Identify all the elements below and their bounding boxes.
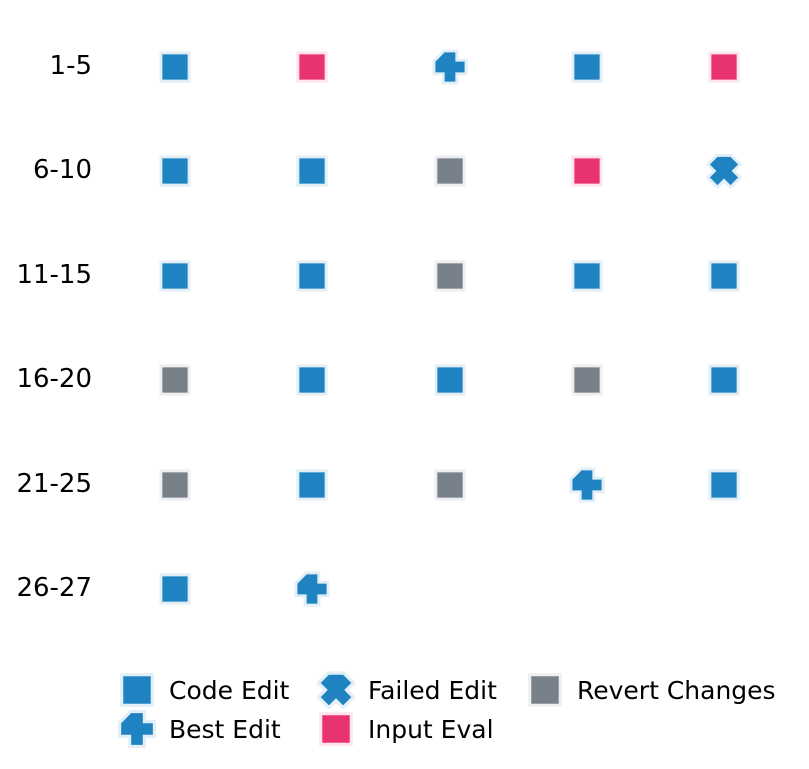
code-edit-marker-icon (708, 469, 740, 501)
code-edit-marker-icon (708, 260, 740, 292)
code-edit-marker-icon (708, 364, 740, 396)
legend-label: Code Edit (169, 675, 290, 705)
marker-cell (295, 258, 330, 293)
input-eval-marker-icon (319, 712, 353, 746)
input-eval-marker-icon (296, 51, 328, 83)
marker-cell (707, 258, 742, 293)
marker-cell (295, 50, 330, 85)
marker-cell (706, 154, 742, 189)
code-edit-marker-icon (159, 51, 191, 83)
marker-cell (707, 50, 742, 85)
row-label: 26-27 (16, 573, 92, 604)
marker-cell (432, 363, 467, 398)
failed-edit-marker-icon (706, 154, 742, 189)
legend-item: Best Edit (118, 710, 281, 748)
revert-changes-marker-icon (433, 469, 466, 501)
best-edit-marker-icon (118, 710, 156, 748)
marker-cell (158, 572, 193, 607)
marker-cell (432, 258, 467, 293)
marker-cell (707, 467, 742, 502)
input-eval-marker-icon (708, 51, 740, 83)
best-edit-marker-icon (569, 467, 605, 503)
code-edit-marker-icon (571, 51, 603, 83)
marker-cell (158, 154, 193, 189)
marker-cell (569, 154, 604, 189)
revert-changes-marker-icon (571, 364, 603, 396)
marker-cell (295, 154, 330, 189)
row-label: 21-25 (16, 468, 92, 499)
code-edit-marker-icon (433, 364, 466, 396)
marker-cell (158, 467, 193, 502)
marker-cell (158, 363, 193, 398)
legend-label: Best Edit (169, 714, 281, 744)
marker-cell (294, 571, 330, 607)
code-edit-marker-icon (296, 260, 328, 292)
best-edit-marker-icon (432, 49, 467, 85)
code-edit-marker-icon (571, 260, 603, 292)
revert-changes-marker-icon (433, 155, 466, 187)
marker-cell (569, 258, 604, 293)
marker-cell (432, 467, 467, 502)
marker-cell (707, 363, 742, 398)
marker-cell (295, 467, 330, 502)
input-eval-marker-icon (571, 155, 603, 187)
legend-item: Revert Changes (526, 671, 776, 709)
code-edit-marker-icon (159, 573, 191, 605)
revert-changes-marker-icon (159, 469, 191, 501)
marker-cell (569, 50, 604, 85)
marker-cell (569, 363, 604, 398)
marker-cell (569, 467, 605, 503)
best-edit-marker-icon (294, 571, 330, 607)
revert-changes-marker-icon (159, 364, 191, 396)
code-edit-marker-icon (159, 260, 191, 292)
row-label: 1-5 (49, 51, 92, 82)
marker-cell (432, 49, 467, 85)
row-label: 16-20 (16, 364, 92, 395)
code-edit-marker-icon (120, 673, 154, 707)
marker-cell (295, 363, 330, 398)
legend-label: Input Eval (368, 714, 494, 744)
revert-changes-marker-icon (433, 260, 466, 292)
row-label: 11-15 (16, 259, 92, 290)
row-label: 6-10 (32, 155, 92, 186)
code-edit-marker-icon (296, 469, 328, 501)
code-edit-marker-icon (159, 155, 191, 187)
marker-cell (158, 50, 193, 85)
marker-cell (432, 154, 467, 189)
legend-item: Input Eval (317, 710, 494, 748)
code-edit-marker-icon (296, 155, 328, 187)
revert-changes-marker-icon (528, 673, 562, 707)
legend-label: Revert Changes (577, 675, 776, 705)
failed-edit-marker-icon (317, 671, 355, 709)
legend-item: Failed Edit (317, 671, 497, 709)
legend-label: Failed Edit (368, 675, 497, 705)
marker-cell (158, 258, 193, 293)
legend-item: Code Edit (118, 671, 289, 709)
code-edit-marker-icon (296, 364, 328, 396)
